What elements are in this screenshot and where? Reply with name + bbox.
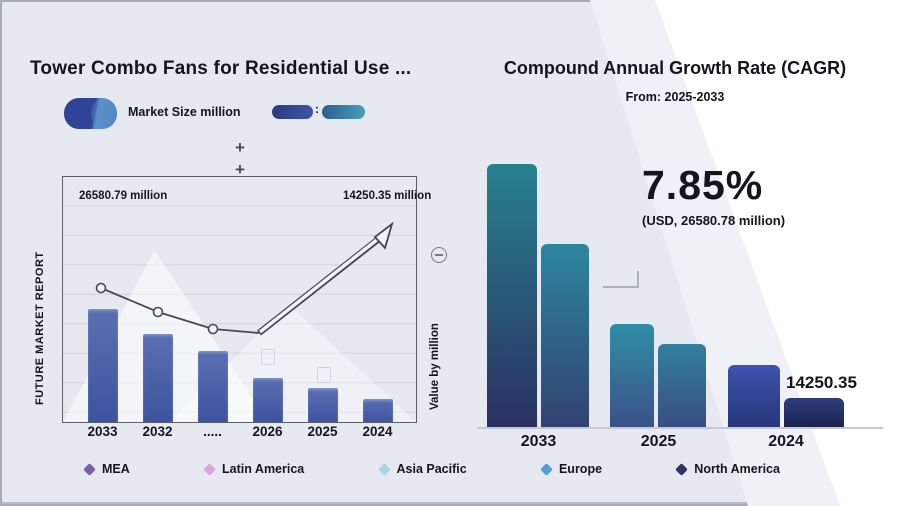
legend-diamond-icon <box>83 462 96 476</box>
plus-icon: + <box>235 160 245 179</box>
legend-label: Europe <box>558 462 603 476</box>
region-legend: MEA Latin America Asia Pacific Europe North … <box>83 462 780 476</box>
right-chart-baseline <box>477 427 883 429</box>
bar-group-2024 <box>728 365 844 427</box>
cagr-bar <box>728 365 780 427</box>
legend-item: North America <box>675 462 780 476</box>
market-size-legend-label: Market Size million <box>128 105 241 119</box>
x-axis-tick-label: 2032 <box>142 424 173 439</box>
right-chart-subtitle: From: 2025-2033 <box>625 90 725 104</box>
max-value-annotation: 26580.79 million <box>79 190 168 202</box>
value-label-2024: 14250.35 <box>786 373 857 392</box>
legend-item: Asia Pacific <box>377 462 467 476</box>
legend-diamond-icon <box>377 462 391 476</box>
cagr-detail: (USD, 26580.78 million) <box>642 213 786 228</box>
legend-diamond-icon <box>675 462 689 476</box>
cagr-bar <box>784 398 844 427</box>
x-axis-tick-label: 2026 <box>252 424 283 439</box>
cylinder-icon-face <box>90 98 113 129</box>
cagr-bar <box>487 164 537 427</box>
right-chart-title: Compound Annual Growth Rate (CAGR) <box>503 58 847 78</box>
left-chart-title: Tower Combo Fans for Residential Use ... <box>30 58 412 79</box>
market-size-bar <box>88 309 118 422</box>
legend-item: Latin America <box>203 462 305 476</box>
left-chart-area: 26580.79 million 14250.35 million <box>62 176 431 423</box>
legend-pill-teal <box>322 105 365 119</box>
x-axis-tick-label: ..... <box>203 424 222 439</box>
cagr-bar <box>610 324 654 427</box>
x-axis-tick-label: 2025 <box>307 424 338 439</box>
legend-label: Latin America <box>222 462 305 476</box>
document-icon <box>317 367 331 383</box>
market-size-bar <box>253 378 283 422</box>
cagr-value: 7.85% <box>642 162 764 208</box>
legend-label: North America <box>694 462 780 476</box>
legend-colon: : <box>315 102 319 116</box>
left-bar-series <box>63 177 416 422</box>
legend-item: Europe <box>540 462 603 476</box>
market-size-bar <box>198 351 228 422</box>
right-year-label: 2025 <box>640 433 677 450</box>
min-value-annotation: 14250.35 million <box>343 190 432 202</box>
legend-pill-blue <box>272 105 313 119</box>
legend-diamond-icon <box>203 462 216 476</box>
market-size-bar <box>143 334 173 422</box>
market-size-bar <box>308 388 338 422</box>
cylinder-icon <box>64 98 117 129</box>
document-icon <box>261 349 275 365</box>
trend-line-arrow <box>95 221 394 336</box>
legend-label: MEA <box>102 462 130 476</box>
right-year-label: 2033 <box>520 433 557 450</box>
zoom-out-icon[interactable] <box>431 247 447 263</box>
right-year-label: 2024 <box>768 433 804 450</box>
cagr-bar <box>541 244 589 427</box>
cagr-bar <box>658 344 706 427</box>
legend-diamond-icon <box>540 462 553 476</box>
plus-icon: + <box>235 138 245 157</box>
legend-label: Asia Pacific <box>396 462 467 476</box>
bar-group-2025 <box>610 324 706 427</box>
legend-item: MEA <box>83 462 130 476</box>
market-size-bar <box>363 399 393 422</box>
left-x-axis-labels: 2033 2032..... 2026 2025 2024 <box>62 424 415 439</box>
x-axis-tick-label: 2033 <box>87 424 118 439</box>
x-axis-tick-label: 2024 <box>362 424 393 439</box>
bar-group-2033 <box>487 164 589 427</box>
